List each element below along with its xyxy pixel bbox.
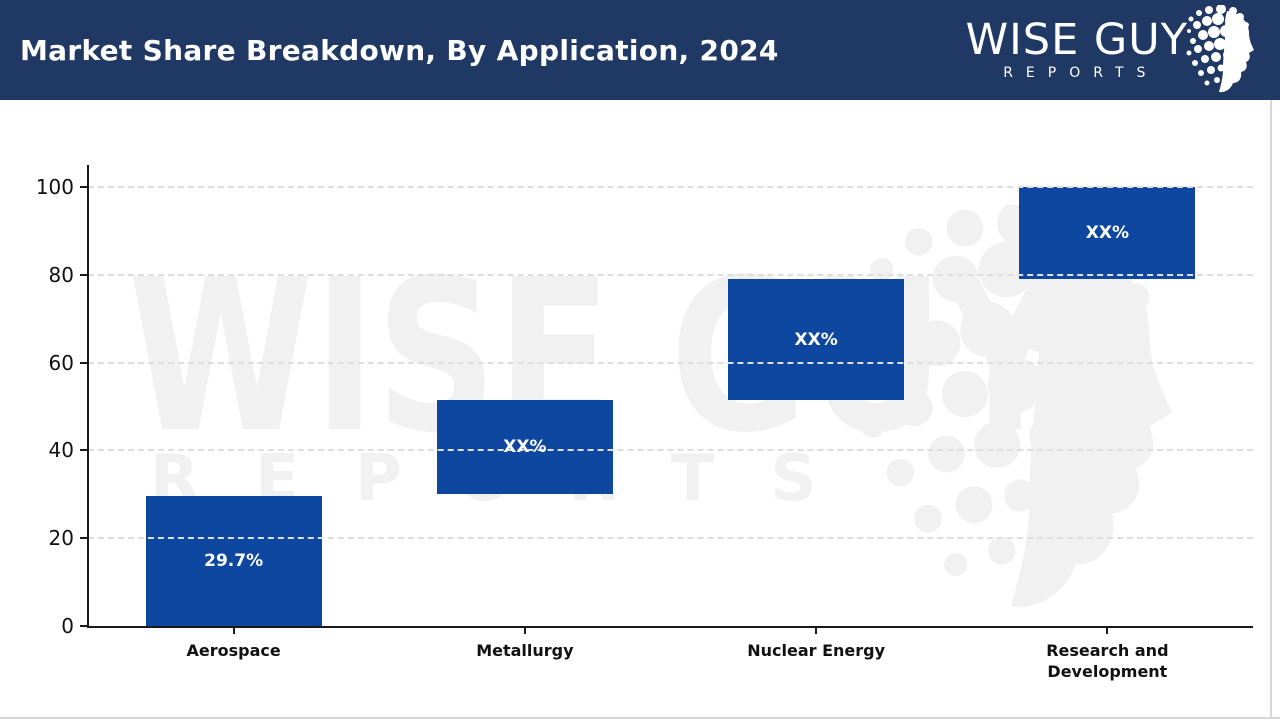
brand-head-icon: [1186, 5, 1254, 93]
gridline: [88, 449, 1253, 452]
x-axis-line: [87, 626, 1253, 628]
brand-name: WISE GUY: [965, 15, 1188, 65]
y-axis-tick-label: 100: [35, 175, 74, 199]
gridline: [88, 273, 1253, 276]
y-tick-mark: [80, 625, 88, 627]
x-tick-mark: [523, 626, 526, 634]
bar-value-label: XX%: [794, 329, 838, 350]
y-axis-line: [87, 165, 89, 628]
gridline: [88, 186, 1253, 188]
bar-segment: [436, 399, 613, 495]
bottom-border: [0, 717, 1280, 719]
brand-logo-text: WISE GUY REPORTS: [965, 15, 1188, 82]
y-tick-mark: [80, 537, 88, 540]
y-tick-mark: [80, 449, 88, 452]
brand-subtitle: REPORTS: [1003, 65, 1159, 81]
gridline: [88, 361, 1253, 364]
gridline: [88, 537, 1253, 540]
y-axis-tick-label: 40: [48, 438, 74, 463]
y-axis-tick-label: 80: [48, 262, 74, 287]
y-tick-mark: [80, 361, 88, 364]
bar-value-label: 29.7%: [204, 550, 264, 571]
x-tick-mark: [815, 626, 818, 634]
bar-value-label: XX%: [503, 437, 547, 458]
y-axis-tick-label: 20: [48, 526, 74, 551]
header: Market Share Breakdown, By Application, …: [0, 0, 1280, 100]
right-border: [1270, 100, 1272, 719]
x-tick-mark: [232, 626, 235, 634]
x-axis-category-label: Metallurgy: [476, 641, 574, 660]
brand-logo: WISE GUY REPORTS: [966, 5, 1256, 95]
plot-area: 0 20 40 60 80 100 29.7% XX% XX% XX% Aerospace Metal…: [0, 100, 1280, 720]
x-axis-category-label: Aerospace: [186, 641, 281, 660]
x-tick-mark: [1106, 626, 1109, 634]
bar-value-label: XX%: [1085, 223, 1129, 244]
y-axis-tick-label: 60: [48, 350, 74, 375]
y-axis-tick-label: 0: [61, 614, 74, 638]
y-tick-mark: [80, 273, 88, 276]
page-title: Market Share Breakdown, By Application, …: [20, 33, 779, 67]
bar-segment: [145, 495, 322, 626]
x-axis-category-label: Nuclear Energy: [747, 641, 886, 660]
y-tick-mark: [80, 186, 88, 188]
x-axis-category-label: Research and Development: [1046, 641, 1169, 681]
